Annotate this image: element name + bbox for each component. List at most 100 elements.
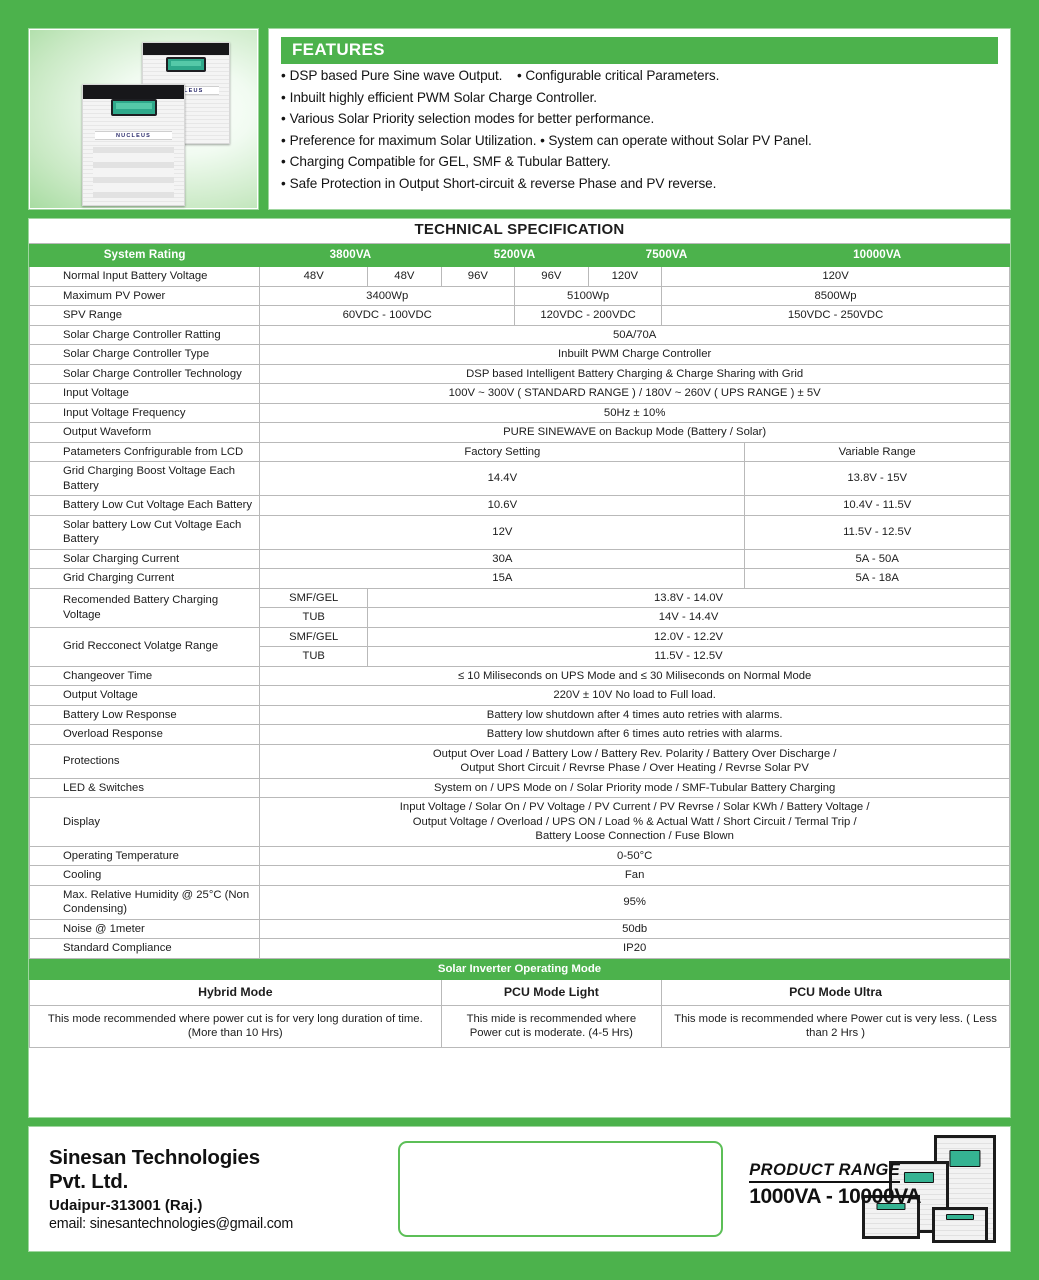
cell-battery-low-response: Battery low shutdown after 4 times auto …: [259, 704, 1010, 725]
mode-header-pcu-light: PCU Mode Light: [440, 979, 663, 1006]
table-row: Battery Low Cut Voltage Each Battery 10.…: [28, 495, 1010, 516]
cell-grid-reconnect-tub: 11.5V - 12.5V: [367, 646, 1010, 667]
row-label-grid-reconnect-range: Grid Recconect Volatge Range: [28, 626, 261, 667]
dealer-stamp-box: [398, 1141, 724, 1237]
cell-cooling: Fan: [259, 865, 1010, 886]
table-row: Solar Charge Controller Ratting 50A/70A: [28, 324, 1010, 345]
mode-desc-pcu-ultra: This mode is recommended where Power cut…: [661, 1004, 1010, 1048]
footer-panel: Sinesan Technologies Pvt. Ltd. Udaipur-31…: [28, 1126, 1011, 1252]
table-row: Max. Relative Humidity @ 25°C (Non Conde…: [28, 884, 1010, 920]
product-photo: NUCLEUS NUCLEUS: [28, 28, 259, 210]
row-label-overload-response: Overload Response: [28, 724, 261, 745]
display-line: Input Voltage / Solar On / PV Voltage / …: [399, 801, 870, 813]
product-image-mini: [932, 1207, 988, 1243]
cell-spv-range-1: 60VDC - 100VDC: [259, 305, 516, 326]
row-label-spv-range: SPV Range: [28, 305, 261, 326]
row-label-output-voltage: Output Voltage: [28, 685, 261, 706]
cell-pv-power-3: 8500Wp: [661, 285, 1010, 306]
row-label-configurable-params: Patameters Confrigurable from LCD: [28, 441, 261, 462]
table-row: Normal Input Battery Voltage 48V 48V 96V…: [28, 266, 1010, 287]
row-label-input-frequency: Input Voltage Frequency: [28, 402, 261, 423]
cell-factory-solar-low-cut: 12V: [259, 514, 746, 550]
cell-variable-solar-current: 5A - 50A: [744, 548, 1010, 569]
features-list: DSP based Pure Sine wave Output. • Confi…: [281, 65, 998, 194]
features-panel: FEATURES DSP based Pure Sine wave Output…: [268, 28, 1011, 210]
cell-scc-technology: DSP based Intelligent Battery Charging &…: [259, 363, 1010, 384]
row-label-input-voltage: Input Voltage: [28, 383, 261, 404]
product-range-images: [846, 1133, 996, 1245]
cell-factory-battery-low-cut: 10.6V: [259, 495, 746, 516]
feature-item: Various Solar Priority selection modes f…: [281, 108, 998, 130]
company-city: Udaipur-313001 (Raj.): [49, 1197, 203, 1214]
table-row: Overload Response Battery low shutdown a…: [28, 724, 1010, 745]
cell-protections: Output Over Load / Battery Low / Battery…: [259, 743, 1010, 779]
row-label-solar-battery-low-cut: Solar battery Low Cut Voltage Each Batte…: [28, 514, 261, 550]
operating-mode-bar-title: Solar Inverter Operating Mode: [29, 957, 1010, 980]
row-label-battery-voltage: Normal Input Battery Voltage: [28, 266, 261, 287]
page-title: TECHNICAL SPECIFICATION: [29, 219, 1010, 244]
cell-variable-grid-boost: 13.8V - 15V: [744, 461, 1010, 496]
table-row: Noise @ 1meter 50db: [28, 918, 1010, 939]
row-label-battery-low-cut: Battery Low Cut Voltage Each Battery: [28, 495, 261, 516]
row-label-humidity: Max. Relative Humidity @ 25°C (Non Conde…: [28, 884, 261, 920]
cell-humidity: 95%: [259, 884, 1010, 920]
cell-grid-reconnect-smfgel: 12.0V - 12.2V: [367, 626, 1010, 647]
feature-item: Safe Protection in Output Short-circuit …: [281, 173, 998, 195]
cell-recommended-charging-smfgel: 13.8V - 14.0V: [367, 587, 1010, 608]
inverter-unit-front: NUCLEUS: [82, 84, 185, 206]
feature-item: DSP based Pure Sine wave Output. • Confi…: [281, 65, 998, 87]
col-header-variable-range: Variable Range: [744, 441, 1010, 462]
table-row: LED & Switches System on / UPS Mode on /…: [28, 777, 1010, 798]
row-label-grid-charging-current: Grid Charging Current: [28, 568, 261, 589]
table-row: Grid Recconect Volatge Range SMF/GEL 12.…: [28, 626, 1010, 667]
company-email[interactable]: email: sinesantechnologies@gmail.com: [49, 1216, 294, 1232]
cell-noise: 50db: [259, 918, 1010, 939]
sub-label-tub: TUB: [259, 646, 369, 667]
row-label-display: Display: [28, 797, 261, 847]
table-row: Maximum PV Power 3400Wp 5100Wp 8500Wp: [28, 285, 1010, 306]
cell-spv-range-3: 150VDC - 250VDC: [661, 305, 1010, 326]
table-row: Input Voltage 100V ~ 300V ( STANDARD RAN…: [28, 383, 1010, 404]
table-row: Battery Low Response Battery low shutdow…: [28, 704, 1010, 725]
cell-output-voltage: 220V ± 10V No load to Full load.: [259, 685, 1010, 706]
row-label-output-waveform: Output Waveform: [28, 422, 261, 443]
mode-header-hybrid: Hybrid Mode: [29, 979, 442, 1006]
cell-variable-battery-low-cut: 10.4V - 11.5V: [744, 495, 1010, 516]
technical-specification-table: TECHNICAL SPECIFICATION System Rating 38…: [28, 219, 1010, 1048]
row-label-pv-power: Maximum PV Power: [28, 285, 261, 306]
header-rating-5200va: 5200VA: [440, 242, 589, 267]
cell-overload-response: Battery low shutdown after 6 times auto …: [259, 724, 1010, 745]
table-row: Solar Charge Controller Technology DSP b…: [28, 363, 1010, 384]
header-rating-3800va: 3800VA: [259, 242, 442, 267]
cell-spv-range-2: 120VDC - 200VDC: [514, 305, 663, 326]
cell-variable-grid-current: 5A - 18A: [744, 568, 1010, 589]
header-rating-7500va: 7500VA: [587, 242, 746, 267]
cell-led-switches: System on / UPS Mode on / Solar Priority…: [259, 777, 1010, 798]
row-label-led-switches: LED & Switches: [28, 777, 261, 798]
product-range-text: PRODUCT RANGE 1000VA - 10000VA: [749, 1161, 921, 1209]
feature-item: Inbuilt highly efficient PWM Solar Charg…: [281, 87, 998, 109]
table-row: Cooling Fan: [28, 865, 1010, 886]
protections-line: Output Over Load / Battery Low / Battery…: [432, 747, 837, 760]
spec-header-row: System Rating 3800VA 5200VA 7500VA 10000…: [28, 242, 1010, 267]
table-row: SPV Range 60VDC - 100VDC 120VDC - 200VDC…: [28, 305, 1010, 326]
table-row: Input Voltage Frequency 50Hz ± 10%: [28, 402, 1010, 423]
row-label-standard-compliance: Standard Compliance: [28, 938, 261, 959]
technical-specification-panel: TECHNICAL SPECIFICATION System Rating 38…: [28, 218, 1011, 1118]
cell-battery-voltage-2: 48V: [367, 266, 442, 287]
cell-variable-solar-low-cut: 11.5V - 12.5V: [744, 514, 1010, 550]
unit-top-cap: [83, 85, 184, 100]
row-label-scc-type: Solar Charge Controller Type: [28, 344, 261, 365]
row-label-operating-temperature: Operating Temperature: [28, 845, 261, 866]
cell-pv-power-2: 5100Wp: [514, 285, 663, 306]
product-range-label: PRODUCT RANGE: [749, 1161, 901, 1183]
unit-top-cap: [143, 43, 229, 55]
cell-standard-compliance: IP20: [259, 938, 1010, 959]
unit-vent-rows: [93, 147, 174, 198]
product-range-value: 1000VA - 10000VA: [749, 1185, 922, 1208]
cell-recommended-charging-tub: 14V - 14.4V: [367, 607, 1010, 628]
cell-changeover-time: ≤ 10 Miliseconds on UPS Mode and ≤ 30 Mi…: [259, 665, 1010, 686]
row-label-cooling: Cooling: [28, 865, 261, 886]
feature-item: Charging Compatible for GEL, SMF & Tubul…: [281, 151, 998, 173]
unit-brand-label: NUCLEUS: [153, 86, 219, 95]
